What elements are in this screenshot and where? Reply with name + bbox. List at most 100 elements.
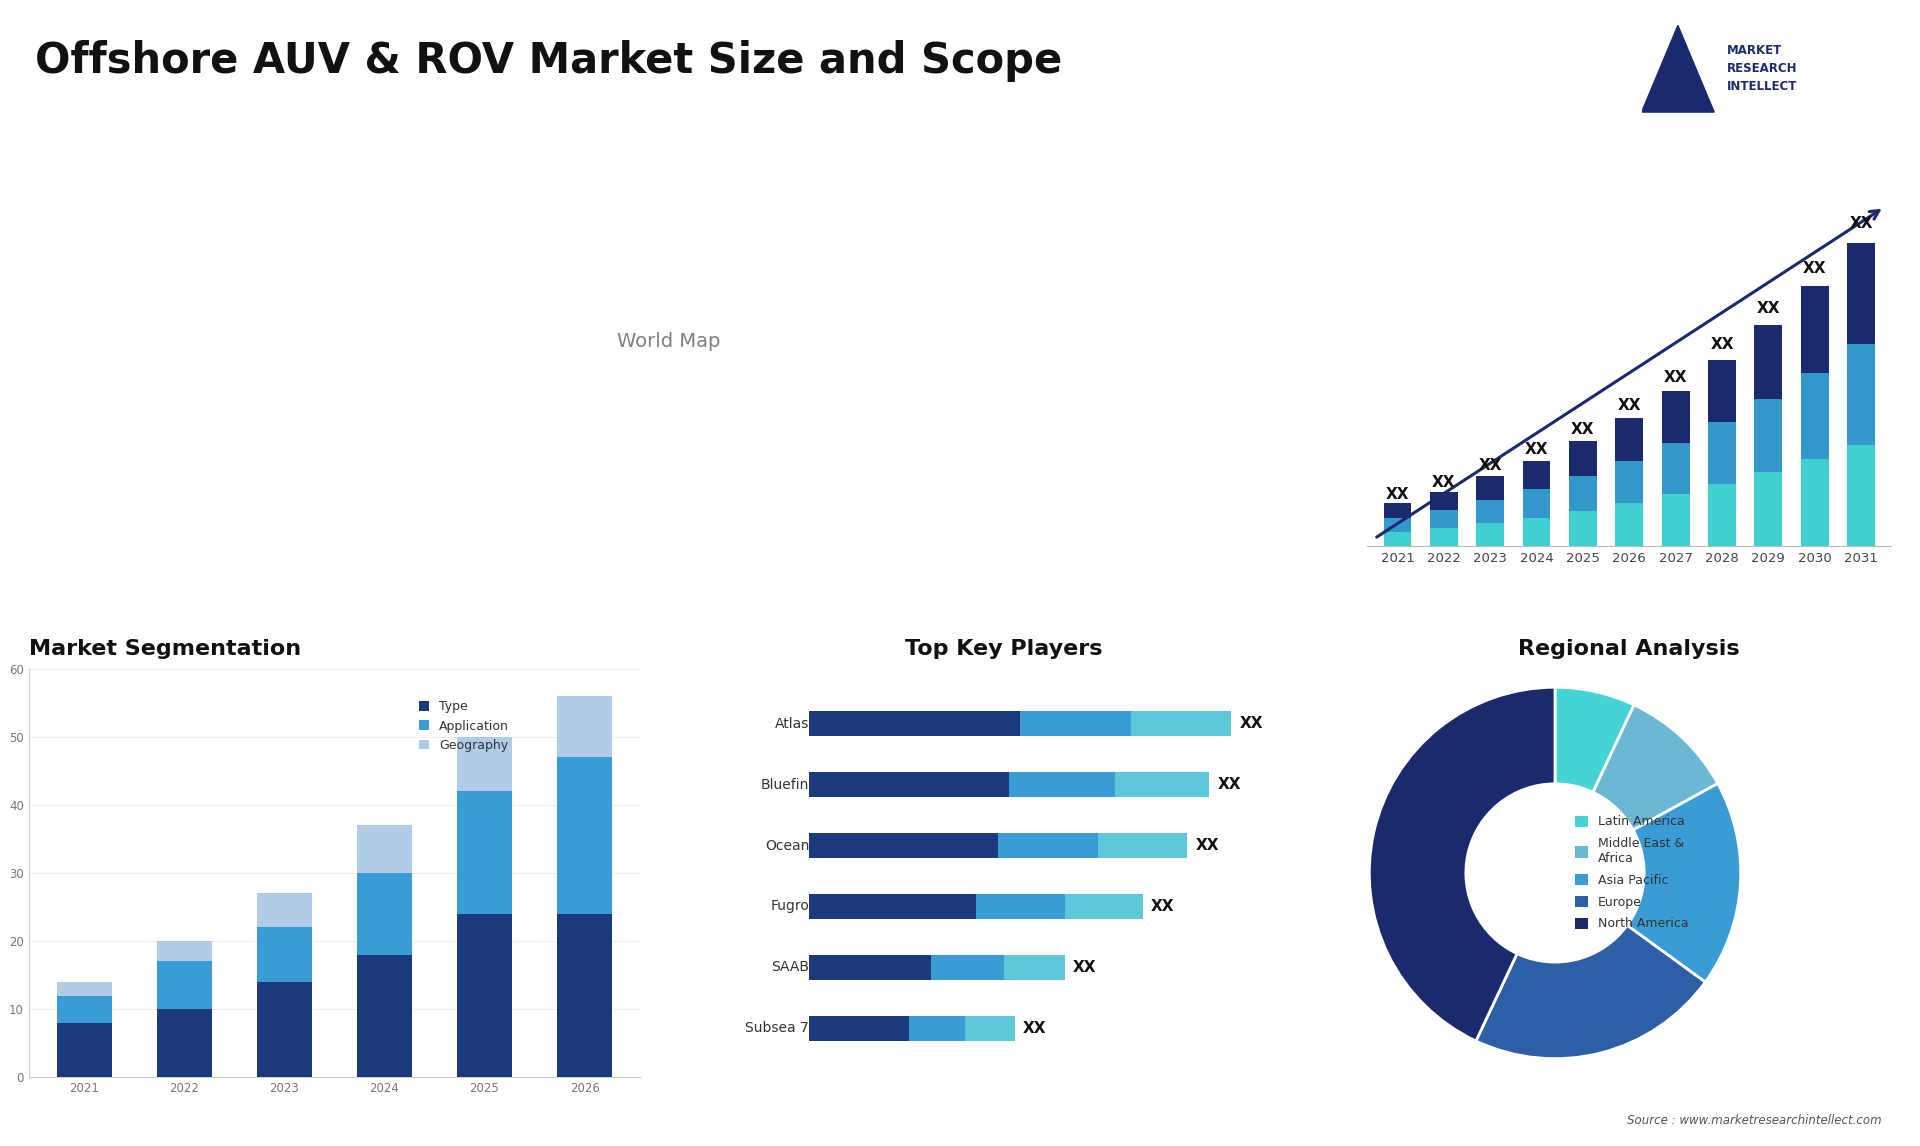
Bar [1709,422,1736,484]
Bar [1004,955,1066,980]
Bar [998,833,1098,858]
Bar [1131,711,1231,737]
Bar [1615,503,1644,547]
Bar [1098,833,1187,858]
Bar [157,1010,211,1077]
Wedge shape [1369,688,1555,1041]
Bar [1709,484,1736,547]
Bar [557,758,612,913]
Bar [1847,243,1876,344]
Text: SAAB: SAAB [772,960,808,974]
Bar [808,894,975,919]
Bar [1523,489,1551,518]
Bar [257,927,311,982]
Title: Top Key Players: Top Key Players [904,638,1102,659]
Bar [257,982,311,1077]
Bar [964,1015,1016,1042]
Text: Subsea 7: Subsea 7 [745,1021,808,1036]
Text: Source : www.marketresearchintellect.com: Source : www.marketresearchintellect.com [1626,1114,1882,1127]
Bar [808,711,1020,737]
Text: XX: XX [1196,838,1219,853]
Bar [1523,461,1551,489]
Bar [457,791,513,913]
Bar [808,1015,910,1042]
Text: XX: XX [1240,716,1263,731]
Text: Market Segmentation: Market Segmentation [29,638,301,659]
Bar [56,996,111,1022]
Bar [1661,442,1690,494]
Text: XX: XX [1478,458,1501,473]
Bar [1801,372,1828,460]
Bar [1430,510,1457,528]
Bar [808,833,998,858]
Bar [1755,472,1782,547]
Bar [1116,771,1210,798]
Wedge shape [1594,705,1718,830]
Bar [56,982,111,996]
Bar [1847,445,1876,547]
Bar [1709,360,1736,422]
Text: XX: XX [1150,898,1175,915]
Bar [1755,399,1782,472]
Bar [1801,286,1828,372]
Bar [1569,511,1597,547]
Text: XX: XX [1432,474,1455,489]
Text: World Map: World Map [618,332,720,352]
Bar [1569,441,1597,477]
Text: XX: XX [1217,777,1240,792]
Text: Fugro: Fugro [770,900,808,913]
Bar [1615,461,1644,503]
Bar [56,1022,111,1077]
Text: Atlas: Atlas [776,716,808,730]
Text: XX: XX [1757,301,1780,316]
Bar [1847,344,1876,445]
Bar [1615,418,1644,461]
Text: XX: XX [1711,337,1734,353]
Bar [1569,477,1597,511]
Text: XX: XX [1803,261,1826,276]
Text: XX: XX [1849,217,1872,231]
Bar [557,913,612,1077]
Bar [808,771,1010,798]
Bar [1476,500,1503,523]
Bar [1476,523,1503,547]
Bar [910,1015,964,1042]
Text: XX: XX [1023,1021,1046,1036]
Text: XX: XX [1617,398,1642,413]
Bar [1430,528,1457,547]
Text: XX: XX [1524,442,1548,457]
Bar [1755,325,1782,399]
Title: Regional Analysis: Regional Analysis [1519,638,1740,659]
Bar [1384,518,1411,532]
Text: Offshore AUV & ROV Market Size and Scope: Offshore AUV & ROV Market Size and Scope [35,40,1062,83]
Bar [457,737,513,791]
Legend: Latin America, Middle East &
Africa, Asia Pacific, Europe, North America: Latin America, Middle East & Africa, Asi… [1576,816,1688,931]
Bar [357,825,413,873]
Text: MARKET
RESEARCH
INTELLECT: MARKET RESEARCH INTELLECT [1728,45,1797,93]
Bar [1661,494,1690,547]
Wedge shape [1555,688,1634,792]
Bar [157,961,211,1010]
Bar [1020,711,1131,737]
Bar [457,913,513,1077]
Bar [931,955,1004,980]
Bar [1430,492,1457,510]
Bar [1801,460,1828,547]
Text: Bluefin: Bluefin [760,777,808,792]
Text: XX: XX [1386,487,1409,502]
Bar [1384,532,1411,547]
Text: Ocean: Ocean [764,839,808,853]
Bar [357,955,413,1077]
Bar [1476,477,1503,500]
Bar [1523,518,1551,547]
Text: XX: XX [1571,422,1596,437]
Bar [808,955,931,980]
Bar [1384,503,1411,518]
Bar [1661,391,1690,442]
Wedge shape [1476,925,1705,1059]
Bar [1066,894,1142,919]
Bar [557,696,612,758]
Bar [1010,771,1116,798]
Polygon shape [1642,25,1715,112]
Text: XX: XX [1665,370,1688,385]
